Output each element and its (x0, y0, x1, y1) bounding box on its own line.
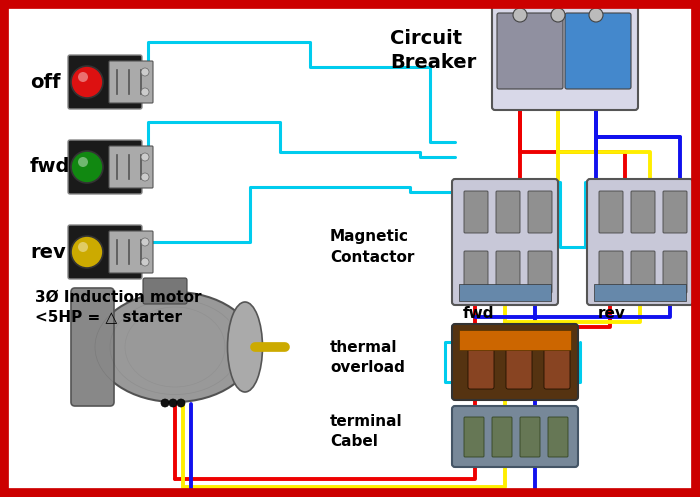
Circle shape (141, 88, 149, 96)
FancyBboxPatch shape (663, 191, 687, 233)
Text: fwd: fwd (30, 158, 71, 176)
Circle shape (161, 399, 169, 407)
Text: Breaker: Breaker (390, 53, 476, 72)
FancyBboxPatch shape (587, 179, 693, 305)
FancyBboxPatch shape (109, 231, 153, 273)
FancyBboxPatch shape (459, 284, 551, 301)
FancyBboxPatch shape (663, 251, 687, 293)
FancyBboxPatch shape (599, 251, 623, 293)
FancyBboxPatch shape (452, 406, 578, 467)
Circle shape (589, 8, 603, 22)
Ellipse shape (228, 302, 262, 392)
Text: thermal: thermal (330, 339, 398, 354)
Circle shape (71, 236, 103, 268)
FancyBboxPatch shape (599, 191, 623, 233)
Circle shape (141, 173, 149, 181)
FancyBboxPatch shape (492, 4, 638, 110)
Text: terminal: terminal (330, 414, 402, 429)
Text: Contactor: Contactor (330, 249, 414, 264)
FancyBboxPatch shape (468, 335, 494, 389)
FancyBboxPatch shape (464, 251, 488, 293)
FancyBboxPatch shape (544, 335, 570, 389)
Circle shape (141, 153, 149, 161)
Text: fwd: fwd (463, 307, 494, 322)
FancyBboxPatch shape (548, 417, 568, 457)
Circle shape (551, 8, 565, 22)
Text: Cabel: Cabel (330, 434, 378, 449)
Text: overload: overload (330, 359, 405, 375)
FancyBboxPatch shape (496, 191, 520, 233)
FancyBboxPatch shape (143, 278, 187, 304)
Text: <5HP = △ starter: <5HP = △ starter (35, 310, 182, 325)
FancyBboxPatch shape (464, 417, 484, 457)
Circle shape (141, 68, 149, 76)
FancyBboxPatch shape (68, 55, 142, 109)
Text: rev: rev (30, 243, 66, 261)
Text: rev: rev (598, 307, 626, 322)
FancyBboxPatch shape (464, 191, 488, 233)
FancyBboxPatch shape (452, 324, 578, 400)
FancyBboxPatch shape (68, 140, 142, 194)
Ellipse shape (95, 292, 255, 402)
Text: Magnetic: Magnetic (330, 230, 409, 245)
FancyBboxPatch shape (528, 191, 552, 233)
FancyBboxPatch shape (631, 191, 655, 233)
FancyBboxPatch shape (497, 13, 563, 89)
FancyBboxPatch shape (528, 251, 552, 293)
Text: off: off (30, 73, 60, 91)
FancyBboxPatch shape (506, 335, 532, 389)
Circle shape (177, 399, 185, 407)
Circle shape (78, 157, 88, 167)
FancyBboxPatch shape (492, 417, 512, 457)
Circle shape (513, 8, 527, 22)
Circle shape (71, 66, 103, 98)
FancyBboxPatch shape (520, 417, 540, 457)
FancyBboxPatch shape (594, 284, 686, 301)
FancyBboxPatch shape (631, 251, 655, 293)
Circle shape (71, 151, 103, 183)
Circle shape (78, 72, 88, 82)
FancyBboxPatch shape (459, 330, 571, 350)
FancyBboxPatch shape (109, 61, 153, 103)
FancyBboxPatch shape (68, 225, 142, 279)
Circle shape (141, 238, 149, 246)
Circle shape (169, 399, 177, 407)
FancyBboxPatch shape (496, 251, 520, 293)
FancyBboxPatch shape (565, 13, 631, 89)
Text: 3Ø Induction motor: 3Ø Induction motor (35, 289, 202, 305)
FancyBboxPatch shape (452, 179, 558, 305)
Text: Circuit: Circuit (390, 29, 462, 49)
FancyBboxPatch shape (71, 288, 114, 406)
Circle shape (78, 242, 88, 252)
FancyBboxPatch shape (109, 146, 153, 188)
Circle shape (141, 258, 149, 266)
